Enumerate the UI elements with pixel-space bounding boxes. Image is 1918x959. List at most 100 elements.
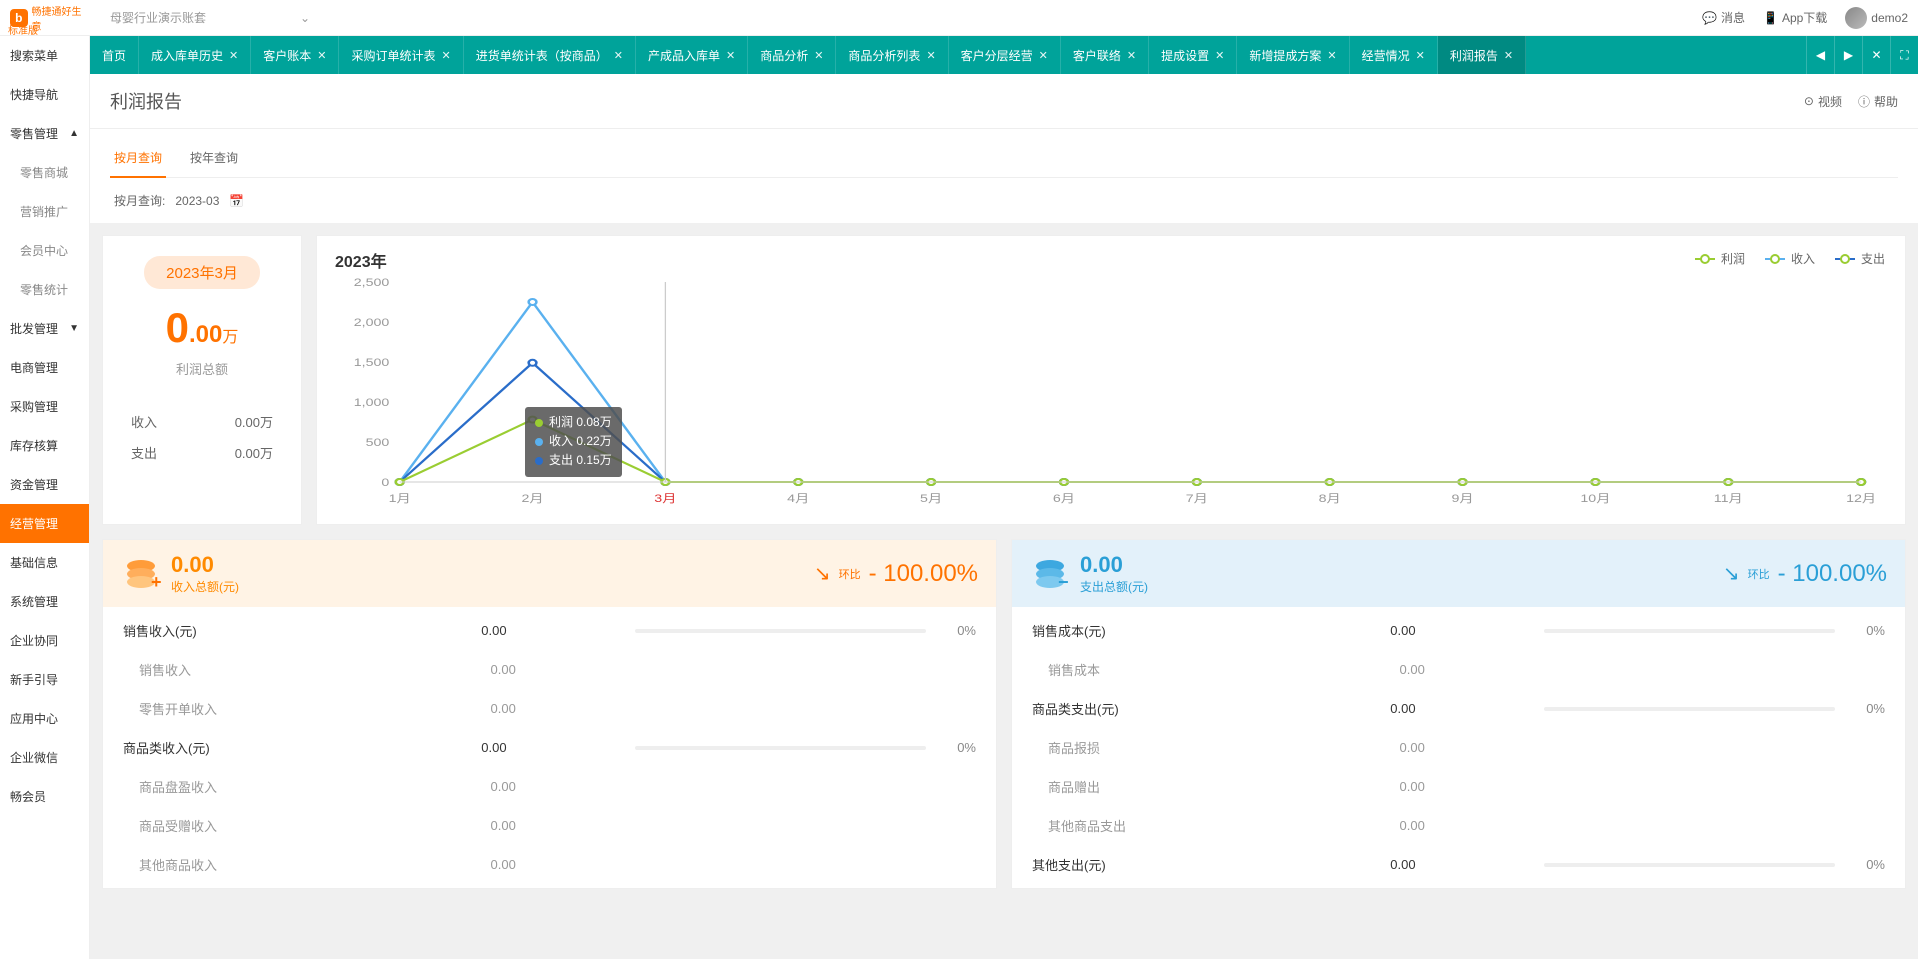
sidebar-item[interactable]: 企业协同 xyxy=(0,621,89,660)
tab-close-all[interactable]: ✕ xyxy=(1862,36,1890,74)
close-icon[interactable]: ✕ xyxy=(1039,49,1048,62)
close-icon[interactable]: ✕ xyxy=(442,49,451,62)
tab[interactable]: 采购订单统计表✕ xyxy=(339,36,463,74)
svg-text:1,500: 1,500 xyxy=(354,356,390,369)
query-label: 按月查询: xyxy=(114,192,165,209)
legend-income[interactable]: 收入 xyxy=(1765,250,1815,267)
income-rows: 销售收入(元)0.000%销售收入0.00零售开单收入0.00商品类收入(元)0… xyxy=(103,607,996,888)
content: 按月查询 按年查询 按月查询: 2023-03 📅 2023年3月 0.00万 … xyxy=(90,129,1918,959)
close-icon[interactable]: ✕ xyxy=(614,49,623,62)
sidebar-item[interactable]: 资金管理 xyxy=(0,465,89,504)
expense-pct: - 100.00% xyxy=(1778,560,1887,588)
close-icon[interactable]: ✕ xyxy=(1504,49,1513,62)
chart-area[interactable]: 05001,0001,5002,0002,5001月2月3月4月5月6月7月8月… xyxy=(335,272,1887,512)
tab[interactable]: 经营情况✕ xyxy=(1350,36,1438,74)
svg-text:2,000: 2,000 xyxy=(354,316,390,329)
sidebar-item[interactable]: 采购管理 xyxy=(0,387,89,426)
sidebar-item[interactable]: 畅会员 xyxy=(0,777,89,816)
account-select[interactable]: 母婴行业演示账套 ⌄ xyxy=(110,9,310,26)
tab[interactable]: 进货单统计表（按商品）✕ xyxy=(464,36,636,74)
stat-row: 商品盘盈收入0.00 xyxy=(103,767,996,806)
chart-tooltip: 利润 0.08万收入 0.22万支出 0.15万 xyxy=(525,407,622,477)
expense-header: − 0.00 支出总额(元) ↘ 环比 - 100.00% xyxy=(1012,540,1905,607)
svg-text:500: 500 xyxy=(366,436,390,449)
tab[interactable]: 商品分析✕ xyxy=(748,36,836,74)
calendar-icon[interactable]: 📅 xyxy=(229,194,244,208)
query-card: 按月查询 按年查询 按月查询: 2023-03 📅 xyxy=(90,129,1918,223)
user-menu[interactable]: demo2 xyxy=(1845,7,1908,29)
sidebar-item[interactable]: 电商管理 xyxy=(0,348,89,387)
top-bar: b 畅捷通好生意 标准版 母婴行业演示账套 ⌄ 💬 消息 📱 App下载 dem… xyxy=(0,0,1918,36)
close-icon[interactable]: ✕ xyxy=(1215,49,1224,62)
svg-text:1月: 1月 xyxy=(389,492,411,505)
close-icon[interactable]: ✕ xyxy=(814,49,823,62)
stat-row: 商品报损0.00 xyxy=(1012,728,1905,767)
tab[interactable]: 利润报告✕ xyxy=(1438,36,1526,74)
svg-text:9月: 9月 xyxy=(1451,492,1473,505)
help-link[interactable]: ⓘ 帮助 xyxy=(1858,93,1898,110)
sidebar-item[interactable]: 零售统计 xyxy=(0,270,89,309)
sidebar-item[interactable]: 系统管理 xyxy=(0,582,89,621)
sidebar-item[interactable]: 批发管理▼ xyxy=(0,309,89,348)
messages-button[interactable]: 💬 消息 xyxy=(1702,9,1745,26)
expense-total: 0.00 xyxy=(1080,552,1148,578)
tab[interactable]: 客户账本✕ xyxy=(251,36,339,74)
tab-next[interactable]: ▶ xyxy=(1834,36,1862,74)
date-value[interactable]: 2023-03 xyxy=(175,194,219,208)
sidebar-item[interactable]: 营销推广 xyxy=(0,192,89,231)
sidebar-item[interactable]: 零售商城 xyxy=(0,153,89,192)
svg-text:2,500: 2,500 xyxy=(354,276,390,289)
brand-text: 畅捷通好生意 xyxy=(32,3,90,33)
tab[interactable]: 客户分层经营✕ xyxy=(949,36,1061,74)
app-download-button[interactable]: 📱 App下载 xyxy=(1763,9,1827,26)
sidebar-item[interactable]: 应用中心 xyxy=(0,699,89,738)
close-icon[interactable]: ✕ xyxy=(317,49,326,62)
main: 首页成入库单历史✕客户账本✕采购订单统计表✕进货单统计表（按商品）✕产成品入库单… xyxy=(90,36,1918,959)
chart-legend: .lg-line:nth-child(1)::after{border-colo… xyxy=(1695,250,1885,267)
legend-profit[interactable]: .lg-line:nth-child(1)::after{border-colo… xyxy=(1695,250,1745,267)
income-pct: - 100.00% xyxy=(869,560,978,588)
sidebar: 搜索菜单快捷导航零售管理▲零售商城营销推广会员中心零售统计批发管理▼电商管理采购… xyxy=(0,36,90,959)
sidebar-item[interactable]: 零售管理▲ xyxy=(0,114,89,153)
close-icon[interactable]: ✕ xyxy=(726,49,735,62)
expense-rows: 销售成本(元)0.000%销售成本0.00商品类支出(元)0.000%商品报损0… xyxy=(1012,607,1905,888)
fullscreen[interactable]: ⛶ xyxy=(1890,36,1918,74)
tab[interactable]: 提成设置✕ xyxy=(1149,36,1237,74)
chart-title: 2023年 xyxy=(335,248,1887,272)
sidebar-item[interactable]: 快捷导航 xyxy=(0,75,89,114)
tab-by-month[interactable]: 按月查询 xyxy=(110,141,166,178)
sidebar-item[interactable]: 库存核算 xyxy=(0,426,89,465)
tab[interactable]: 客户联络✕ xyxy=(1061,36,1149,74)
legend-expense[interactable]: 支出 xyxy=(1835,250,1885,267)
expense-total-label: 支出总额(元) xyxy=(1080,578,1148,595)
tab[interactable]: 首页 xyxy=(90,36,139,74)
tab[interactable]: 新增提成方案✕ xyxy=(1237,36,1349,74)
sidebar-item[interactable]: 经营管理 xyxy=(0,504,89,543)
svg-text:12月: 12月 xyxy=(1846,492,1876,505)
tab[interactable]: 商品分析列表✕ xyxy=(836,36,948,74)
close-icon[interactable]: ✕ xyxy=(926,49,935,62)
stat-row: 销售收入0.00 xyxy=(103,650,996,689)
sidebar-item[interactable]: 企业微信 xyxy=(0,738,89,777)
tab[interactable]: 产成品入库单✕ xyxy=(636,36,748,74)
svg-text:5月: 5月 xyxy=(920,492,942,505)
sidebar-item[interactable]: 新手引导 xyxy=(0,660,89,699)
close-icon[interactable]: ✕ xyxy=(1416,49,1425,62)
tab-by-year[interactable]: 按年查询 xyxy=(186,141,242,177)
account-name: 母婴行业演示账套 xyxy=(110,9,206,26)
close-icon[interactable]: ✕ xyxy=(229,49,238,62)
close-icon[interactable]: ✕ xyxy=(1327,49,1336,62)
sidebar-item[interactable]: 会员中心 xyxy=(0,231,89,270)
tab-prev[interactable]: ◀ xyxy=(1806,36,1834,74)
query-tabs: 按月查询 按年查询 xyxy=(110,129,1898,178)
sidebar-item[interactable]: 搜索菜单 xyxy=(0,36,89,75)
income-panel: + 0.00 收入总额(元) ↘ 环比 - 100.00% xyxy=(102,539,997,889)
sidebar-item[interactable]: 基础信息 xyxy=(0,543,89,582)
hb-label: 环比 xyxy=(1748,566,1770,582)
video-link[interactable]: ⊙ 视频 xyxy=(1804,93,1842,110)
close-icon[interactable]: ✕ xyxy=(1127,49,1136,62)
tab[interactable]: 成入库单历史✕ xyxy=(139,36,251,74)
svg-text:10月: 10月 xyxy=(1580,492,1610,505)
hb-label: 环比 xyxy=(839,566,861,582)
stat-row: 其他商品支出0.00 xyxy=(1012,806,1905,845)
